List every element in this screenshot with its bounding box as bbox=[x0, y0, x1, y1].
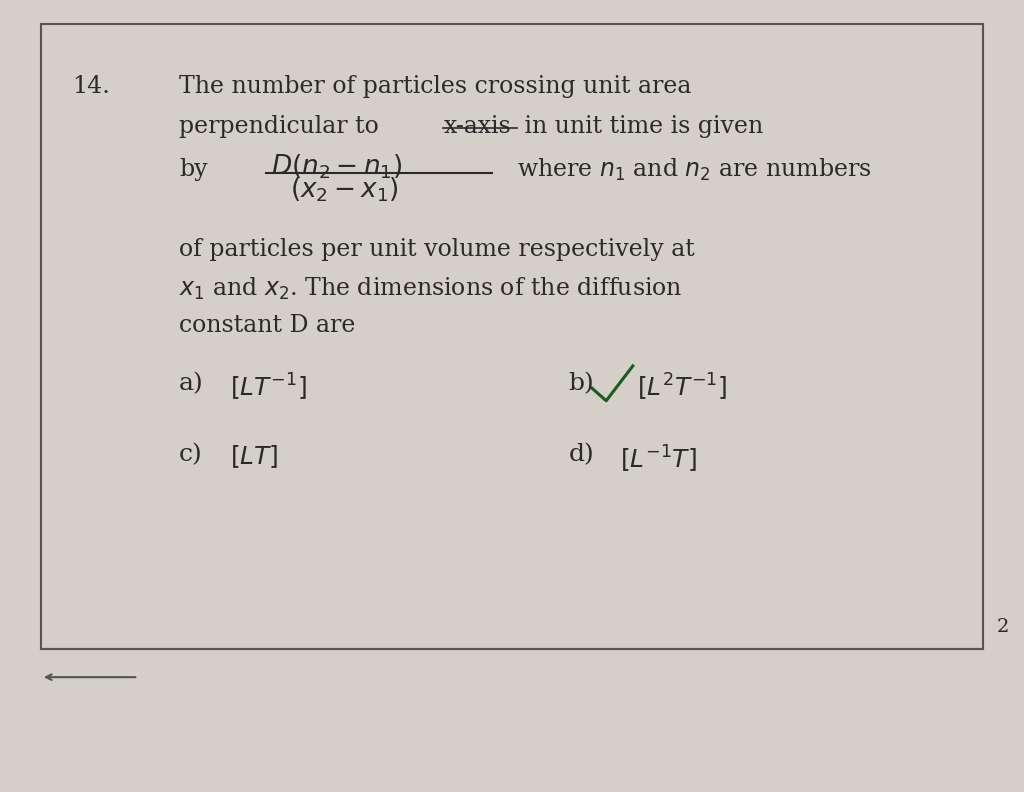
Bar bbox=[41, 24, 983, 649]
Text: c): c) bbox=[179, 444, 203, 466]
Text: $x_1$ and $x_2$. The dimensions of the diffusion: $x_1$ and $x_2$. The dimensions of the d… bbox=[179, 276, 683, 302]
Text: $D(n_2 - n_1)$: $D(n_2 - n_1)$ bbox=[271, 152, 402, 181]
Text: 2: 2 bbox=[996, 618, 1009, 636]
Text: 14.: 14. bbox=[72, 75, 110, 98]
Text: by: by bbox=[179, 158, 208, 181]
Text: a): a) bbox=[179, 372, 204, 395]
Text: of particles per unit volume respectively at: of particles per unit volume respectivel… bbox=[179, 238, 695, 261]
Text: where $n_1$ and $n_2$ are numbers: where $n_1$ and $n_2$ are numbers bbox=[517, 157, 871, 183]
Text: constant D are: constant D are bbox=[179, 314, 355, 337]
Text: $\left[LT^{-1}\right]$: $\left[LT^{-1}\right]$ bbox=[230, 372, 307, 403]
Text: The number of particles crossing unit area: The number of particles crossing unit ar… bbox=[179, 75, 691, 98]
Text: $\left[L^{2}T^{-1}\right]$: $\left[L^{2}T^{-1}\right]$ bbox=[637, 372, 727, 403]
Text: b): b) bbox=[568, 372, 594, 395]
Text: $(x_2 - x_1)$: $(x_2 - x_1)$ bbox=[290, 176, 398, 204]
Text: $\left[L^{-1}T\right]$: $\left[L^{-1}T\right]$ bbox=[620, 444, 696, 474]
Text: in unit time is given: in unit time is given bbox=[517, 115, 763, 138]
Text: $\left[LT\right]$: $\left[LT\right]$ bbox=[230, 444, 279, 470]
Text: perpendicular to: perpendicular to bbox=[179, 115, 386, 138]
Text: d): d) bbox=[568, 444, 594, 466]
Text: x-axis: x-axis bbox=[443, 115, 511, 138]
